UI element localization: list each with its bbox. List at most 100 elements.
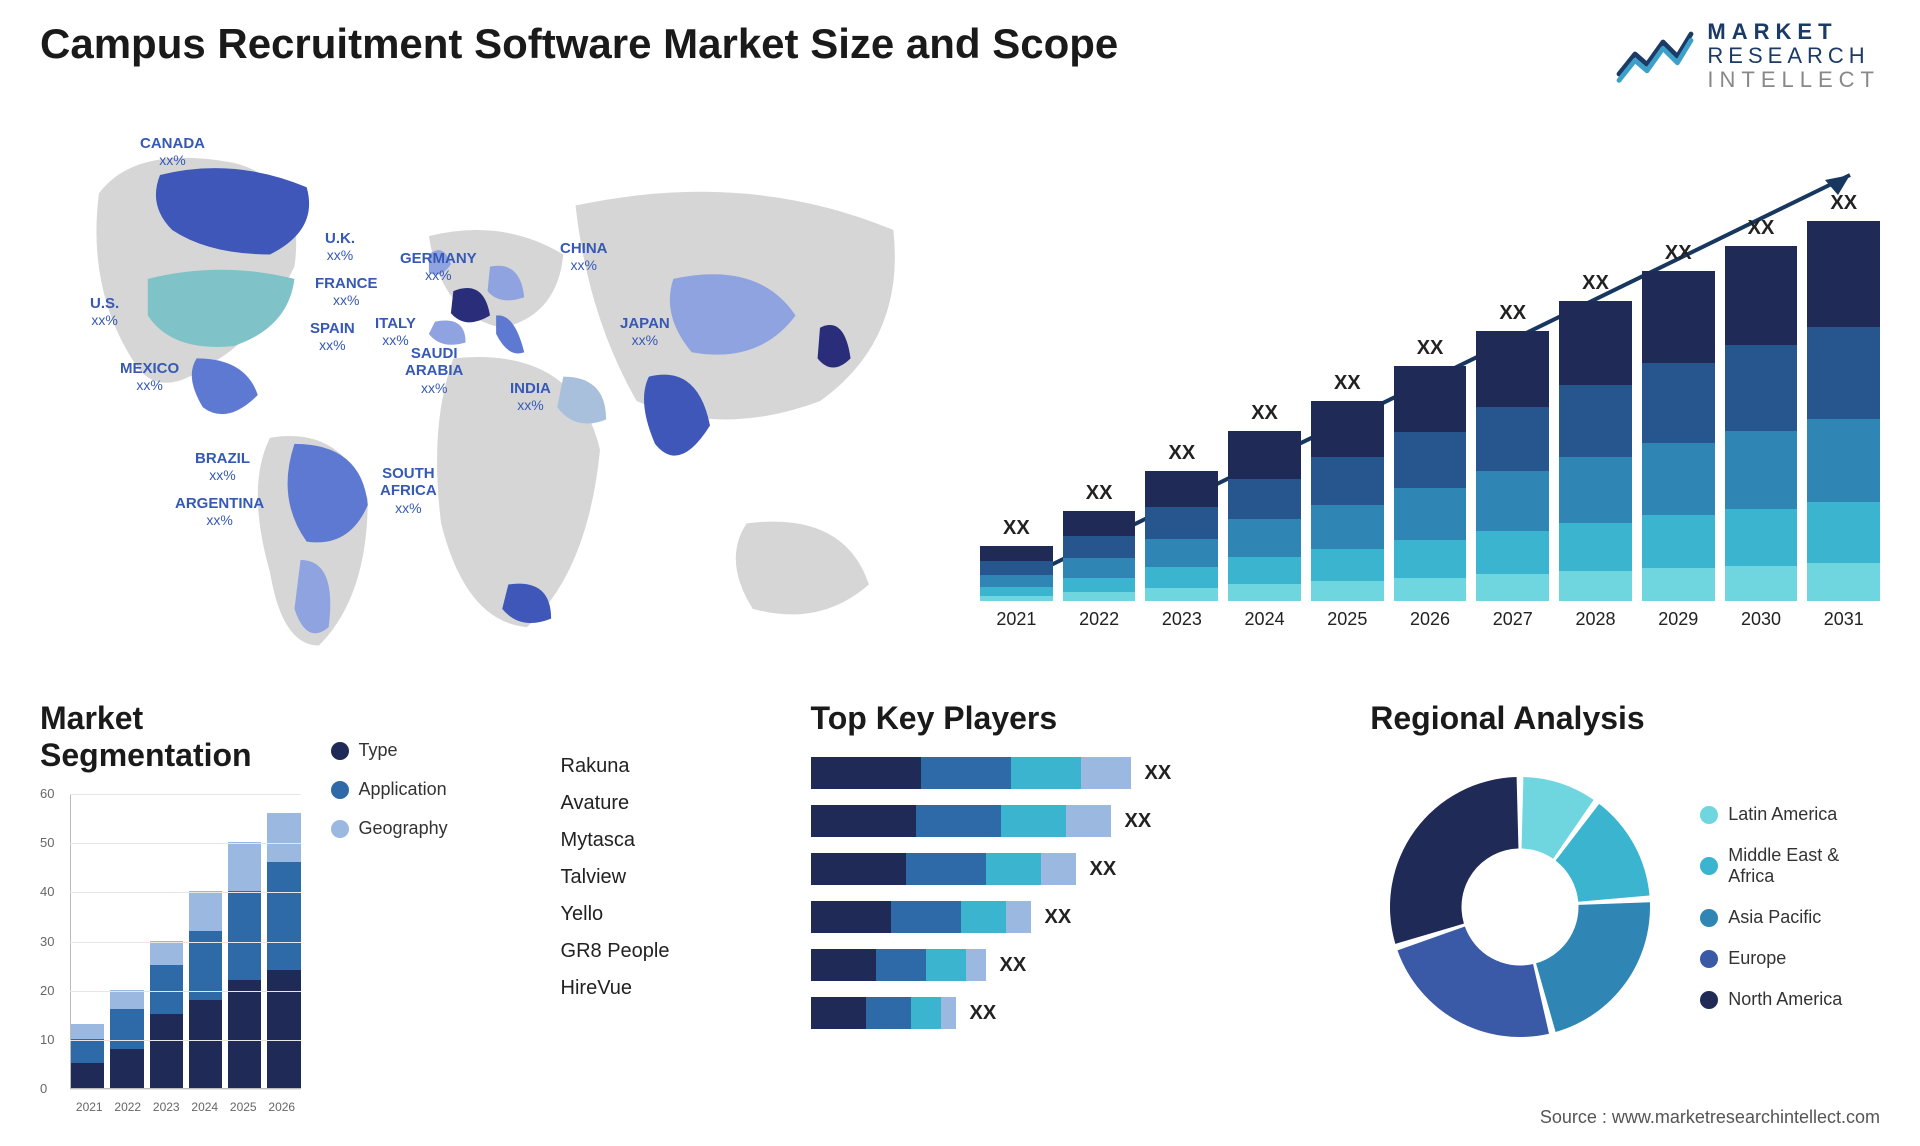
- bar-segment: [1642, 568, 1715, 601]
- top-row: CANADAxx%U.S.xx%MEXICOxx%BRAZILxx%ARGENT…: [40, 120, 1880, 670]
- bar-segment: [1394, 366, 1467, 432]
- legend-swatch-icon: [1700, 806, 1718, 824]
- logo-line3: INTELLECT: [1707, 68, 1880, 92]
- bar-segment: [1311, 401, 1384, 457]
- growth-bar-col: XX2030: [1725, 217, 1798, 630]
- company-list: RakunaAvatureMytascaTalviewYelloGR8 Peop…: [561, 700, 761, 1086]
- bar-segment: [150, 941, 183, 966]
- growth-bar-col: XX2025: [1311, 372, 1384, 630]
- segmentation-bar-col: [150, 941, 183, 1088]
- list-item: Yello: [561, 903, 761, 926]
- growth-bar-col: XX2027: [1476, 302, 1549, 630]
- bar-segment: [1311, 457, 1384, 505]
- bar-segment: [1063, 558, 1136, 578]
- segmentation-chart: 0102030405060202120222023202420252026: [40, 794, 301, 1114]
- bar-value-label: XX: [1830, 192, 1857, 215]
- growth-bar-col: XX2029: [1642, 242, 1715, 630]
- bar-segment: [189, 891, 222, 930]
- donut-slice: [1536, 902, 1650, 1032]
- bar-value-label: XX: [1499, 302, 1526, 325]
- bar-segment: [1725, 509, 1798, 566]
- gridline: [70, 991, 301, 992]
- legend-item: Middle East &Africa: [1700, 845, 1842, 887]
- bar-value-label: XX: [1168, 442, 1195, 465]
- player-bar-stack: [811, 757, 1131, 789]
- bar-segment: [1725, 431, 1798, 509]
- segmentation-title: Market Segmentation: [40, 700, 301, 774]
- bar-segment: [1559, 301, 1632, 385]
- bar-value-label: XX: [1000, 954, 1027, 977]
- bar-segment: [110, 990, 143, 1010]
- gridline: [70, 794, 301, 795]
- regional-panel: Regional Analysis Latin AmericaMiddle Ea…: [1370, 700, 1880, 1086]
- bar-segment: [1228, 479, 1301, 520]
- list-item: HireVue: [561, 977, 761, 1000]
- bar-segment: [1006, 901, 1031, 933]
- bar-segment: [811, 949, 876, 981]
- bar-year-label: 2023: [1162, 609, 1202, 630]
- regional-donut: [1370, 757, 1670, 1057]
- legend-swatch-icon: [331, 781, 349, 799]
- bar-segment: [980, 561, 1053, 574]
- bar-segment: [1311, 505, 1384, 549]
- legend-label: Latin America: [1728, 804, 1837, 825]
- bar-segment: [1063, 536, 1136, 558]
- legend-swatch-icon: [1700, 950, 1718, 968]
- bar-segment: [1642, 271, 1715, 363]
- bar-segment: [1228, 519, 1301, 556]
- legend-swatch-icon: [331, 820, 349, 838]
- legend-label: Middle East &Africa: [1728, 845, 1839, 887]
- gridline: [70, 1089, 301, 1090]
- bar-year-label: 2025: [1327, 609, 1367, 630]
- bar-segment: [1807, 502, 1880, 563]
- bar-segment: [941, 997, 956, 1029]
- bottom-row: Market Segmentation 01020304050602021202…: [40, 700, 1880, 1086]
- bar-segment: [926, 949, 966, 981]
- donut-slice: [1398, 927, 1550, 1037]
- bar-segment: [876, 949, 926, 981]
- bar-segment: [1228, 557, 1301, 584]
- bar-segment: [1145, 539, 1218, 568]
- bar-year-label: 2024: [1245, 609, 1285, 630]
- logo-icon: [1615, 24, 1695, 89]
- page-title: Campus Recruitment Software Market Size …: [40, 20, 1118, 68]
- bar-value-label: XX: [970, 1002, 997, 1025]
- bar-value-label: XX: [1582, 272, 1609, 295]
- bar-segment: [1228, 431, 1301, 479]
- x-tick-label: 2022: [114, 1100, 141, 1114]
- bar-segment: [811, 997, 866, 1029]
- growth-bar-chart: XX2021XX2022XX2023XX2024XX2025XX2026XX20…: [980, 120, 1880, 670]
- bar-segment: [1476, 407, 1549, 472]
- bar-year-label: 2021: [996, 609, 1036, 630]
- bar-segment: [1063, 592, 1136, 601]
- map-country-label: SPAINxx%: [310, 320, 355, 355]
- map-country-label: CANADAxx%: [140, 135, 205, 170]
- segmentation-bar-col: [267, 813, 300, 1088]
- bar-segment: [811, 901, 891, 933]
- bar-value-label: XX: [1417, 337, 1444, 360]
- logo-line1: MARKET: [1707, 20, 1880, 44]
- bar-segment: [1145, 471, 1218, 507]
- bar-segment: [1642, 363, 1715, 442]
- legend-swatch-icon: [1700, 991, 1718, 1009]
- bar-segment: [1642, 515, 1715, 568]
- growth-bar-col: XX 2023: [1145, 442, 1218, 630]
- map-country-label: FRANCExx%: [315, 275, 378, 310]
- bar-segment: [228, 980, 261, 1088]
- players-title: Top Key Players: [811, 700, 1321, 737]
- growth-bar-col: XX2022: [1063, 482, 1136, 630]
- player-bar-stack: [811, 805, 1111, 837]
- player-bar-row: XX: [811, 757, 1321, 789]
- list-item: Rakuna: [561, 755, 761, 778]
- bar-value-label: XX: [1003, 517, 1030, 540]
- x-tick-label: 2025: [230, 1100, 257, 1114]
- bar-segment: [980, 546, 1053, 561]
- legend-swatch-icon: [1700, 909, 1718, 927]
- legend-item: Type: [331, 740, 511, 761]
- bar-segment: [966, 949, 986, 981]
- legend-swatch-icon: [331, 742, 349, 760]
- legend-label: Europe: [1728, 948, 1786, 969]
- bar-year-label: 2031: [1824, 609, 1864, 630]
- list-item: Talview: [561, 866, 761, 889]
- map-country-label: SOUTHAFRICAxx%: [380, 465, 437, 517]
